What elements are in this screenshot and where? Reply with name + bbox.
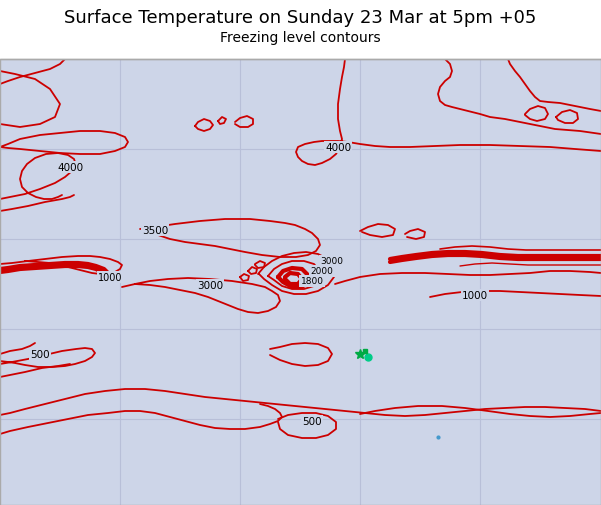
Text: Freezing level contours: Freezing level contours [220,31,381,45]
Text: 3000: 3000 [320,257,344,266]
Text: 1000: 1000 [462,290,488,300]
Bar [0,60,601,505]
Text: 4000: 4000 [325,143,351,153]
Bar [0,0,601,60]
Bar [0,60,601,505]
Text: 3000: 3000 [197,280,223,290]
Text: 4000: 4000 [57,163,83,173]
Text: Surface Temperature on Sunday 23 Mar at 5pm +05: Surface Temperature on Sunday 23 Mar at … [64,9,537,27]
Text: 1800: 1800 [300,277,323,286]
Text: 1000: 1000 [98,273,122,282]
Text: 2000: 2000 [311,267,334,276]
Text: 500: 500 [30,349,50,359]
Text: 500: 500 [302,416,322,426]
Text: 3500: 3500 [142,226,168,235]
